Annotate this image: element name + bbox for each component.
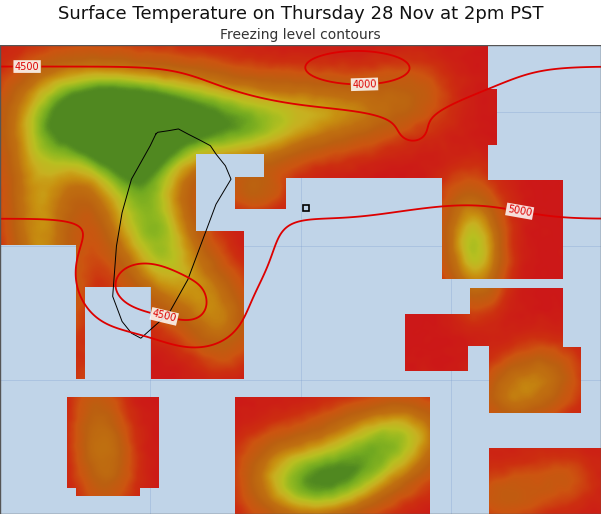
Text: 4500: 4500: [15, 62, 40, 71]
Text: 4500: 4500: [151, 309, 177, 324]
Text: Freezing level contours: Freezing level contours: [220, 28, 381, 42]
Text: 4000: 4000: [352, 79, 377, 89]
Bar: [0, 45, 601, 514]
Text: 5000: 5000: [507, 204, 532, 218]
Text: Surface Temperature on Thursday 28 Nov at 2pm PST: Surface Temperature on Thursday 28 Nov a…: [58, 5, 543, 23]
